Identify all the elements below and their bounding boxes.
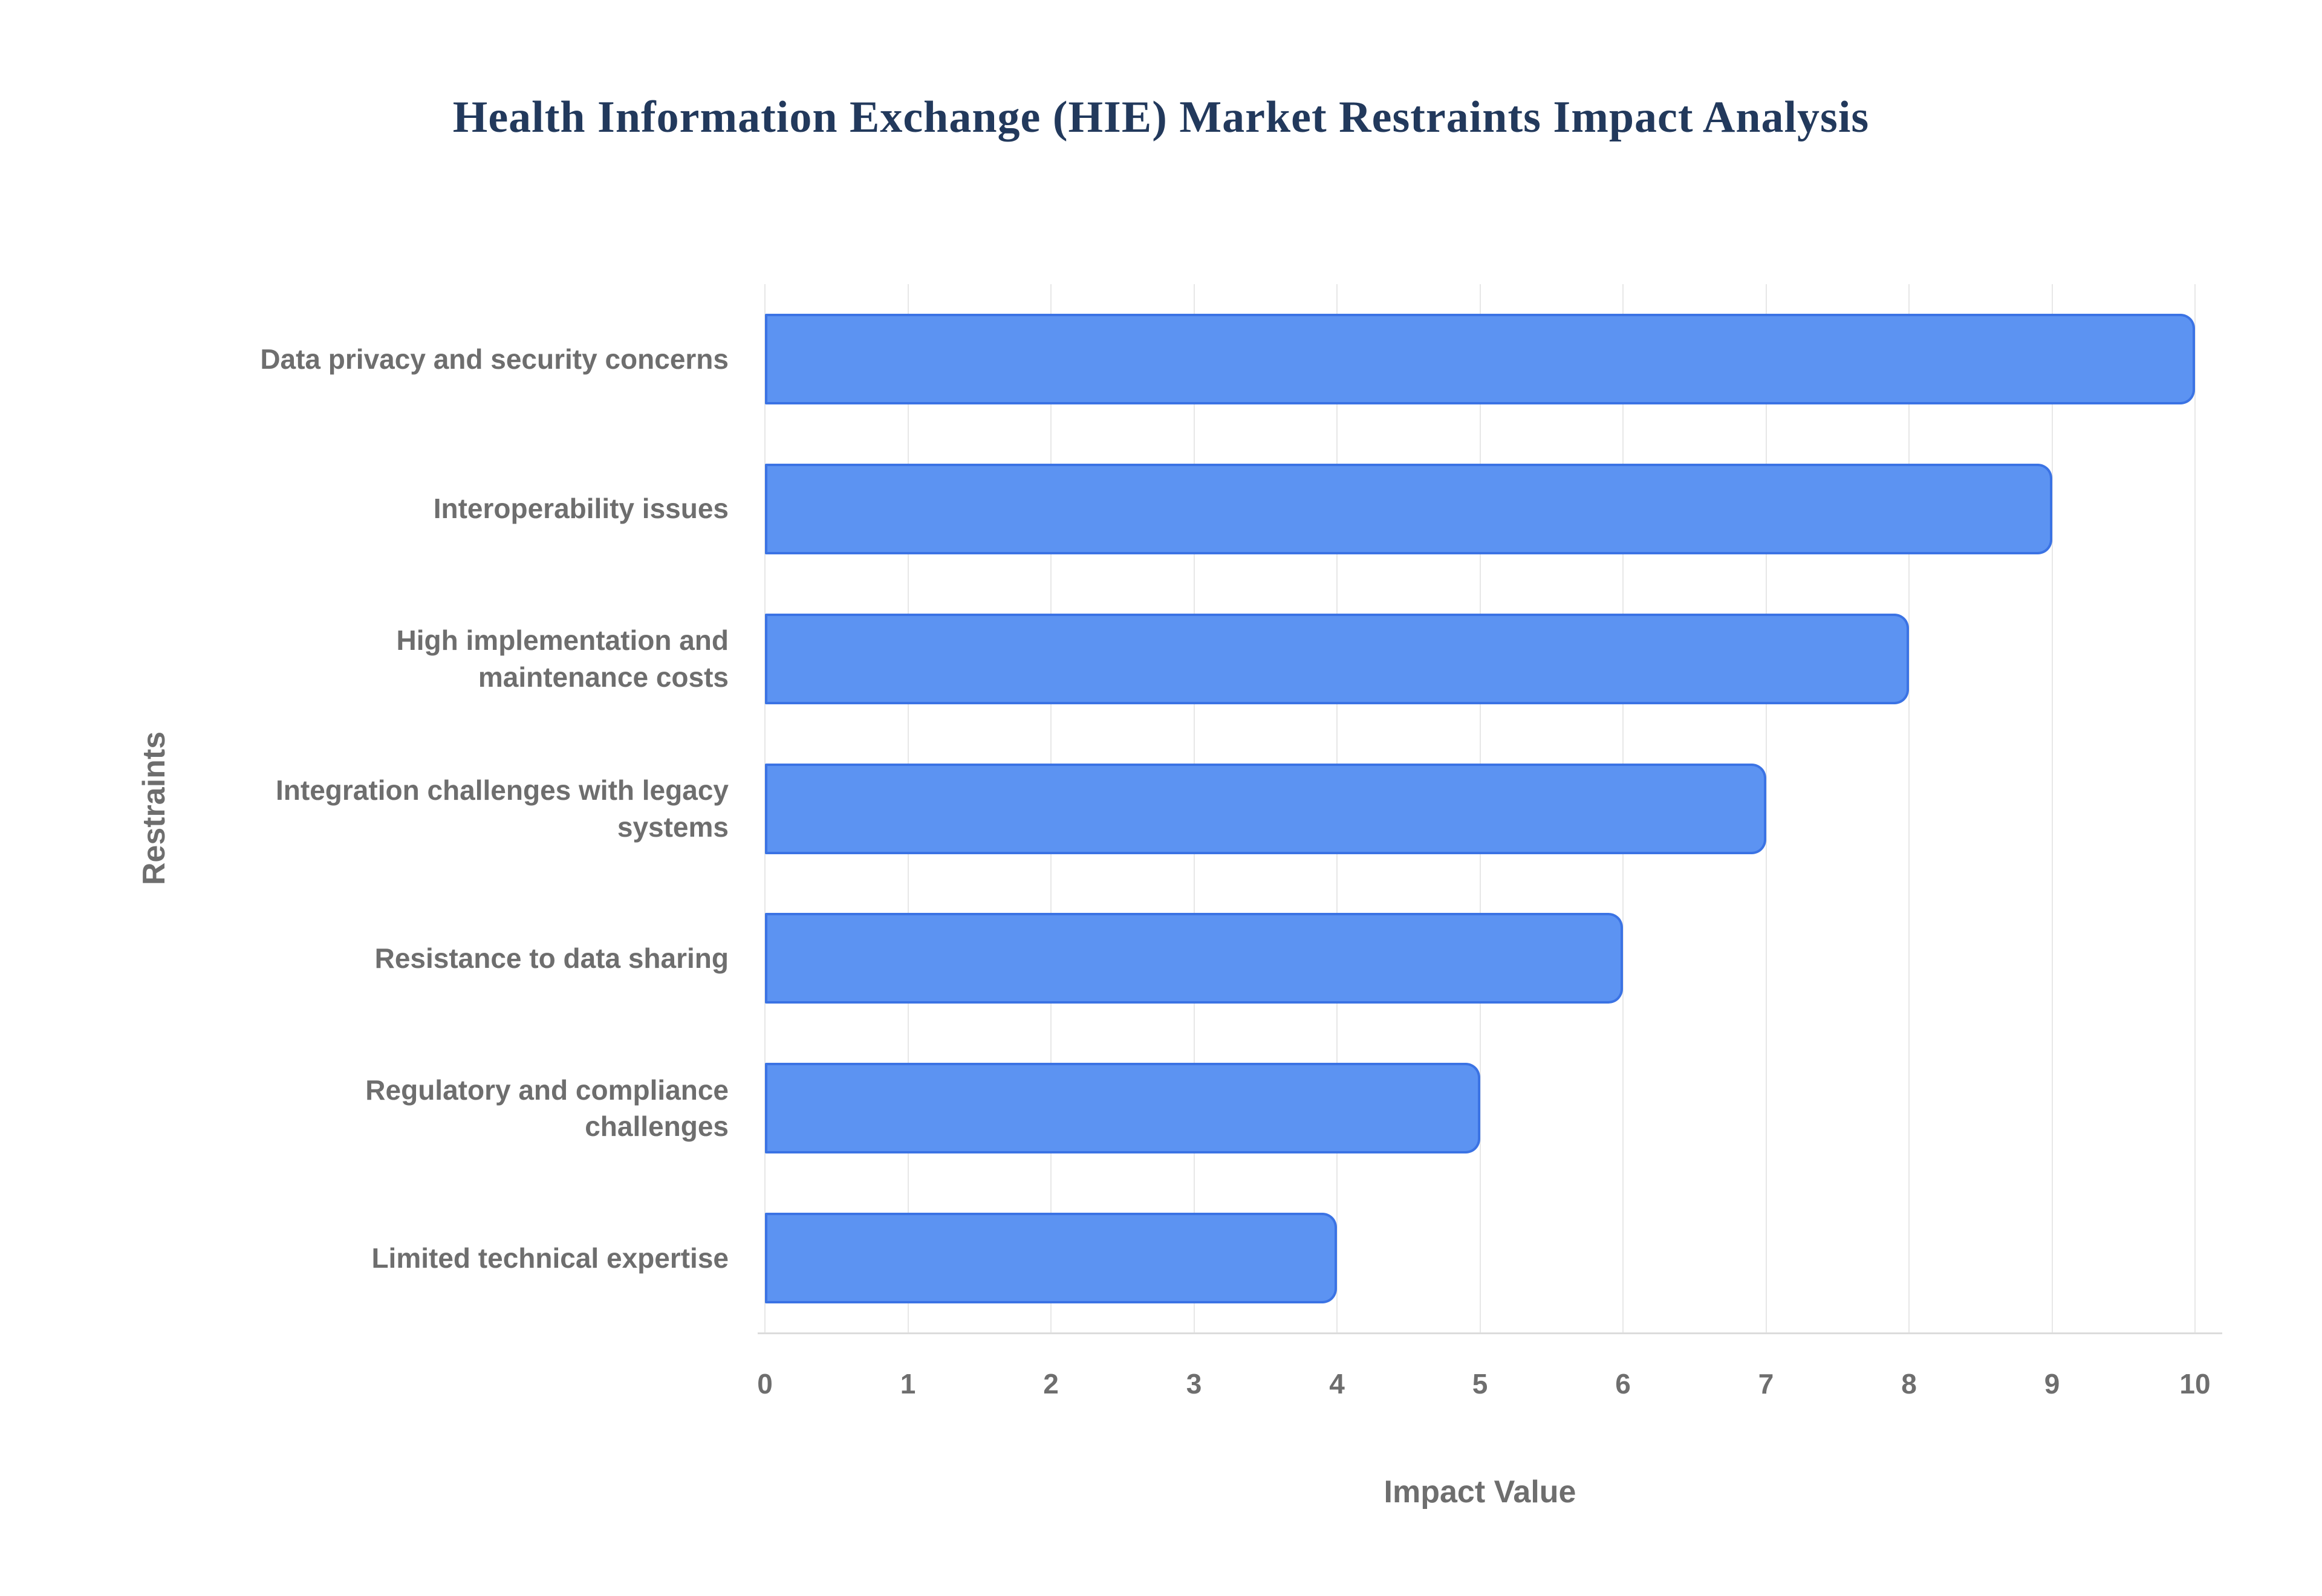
bar-row: [765, 1183, 2195, 1333]
bars-container: [765, 284, 2195, 1333]
x-tick-label: 3: [1186, 1368, 1202, 1400]
bar-row: [765, 284, 2195, 434]
bar-row: [765, 584, 2195, 734]
bar-row: [765, 1033, 2195, 1183]
x-tick-label: 10: [2179, 1368, 2211, 1400]
x-tick-label: 4: [1329, 1368, 1345, 1400]
x-tick-label: 0: [757, 1368, 773, 1400]
category-label: Limited technical expertise: [371, 1242, 729, 1274]
chart-title: Health Information Exchange (HIE) Market…: [452, 92, 1870, 142]
bar-limited-technical-expertise[interactable]: [765, 1213, 1337, 1304]
plot-area: [758, 284, 2222, 1334]
bar-row: [765, 883, 2195, 1033]
gridline: [2051, 284, 2053, 1333]
gridline: [1765, 284, 1767, 1333]
x-axis-line: [758, 1332, 2222, 1334]
bar-interoperability-issues[interactable]: [765, 463, 2052, 554]
category-label: Resistance to data sharing: [374, 942, 729, 974]
bar-resistance-to-data-sharing[interactable]: [765, 913, 1623, 1004]
category-label: Regulatory and compliance challenges: [365, 1074, 729, 1143]
x-tick-label: 5: [1472, 1368, 1488, 1400]
category-label: High implementation and maintenance cost…: [396, 624, 729, 693]
x-tick-label: 6: [1615, 1368, 1631, 1400]
x-tick-label: 7: [1758, 1368, 1774, 1400]
category-label: Integration challenges with legacy syste…: [276, 774, 729, 843]
y-axis-title: Restraints: [137, 731, 172, 886]
bar-high-implementation-and-maintenance-costs[interactable]: [765, 613, 1909, 704]
bar-row: [765, 434, 2195, 584]
bar-row: [765, 734, 2195, 884]
category-label: Data privacy and security concerns: [260, 343, 729, 375]
y-axis-category-labels: Data privacy and security concerns Intero…: [233, 284, 729, 1333]
bar-integration-challenges-with-legacy-systems[interactable]: [765, 763, 1766, 854]
x-tick-label: 1: [900, 1368, 916, 1400]
x-axis-tick-labels: 0 1 2 3 4 5 6 7 8 9 10: [757, 1367, 2210, 1410]
x-tick-label: 2: [1043, 1368, 1059, 1400]
category-label: Interoperability issues: [433, 493, 729, 525]
x-tick-label: 8: [1901, 1368, 1917, 1400]
x-axis-title: Impact Value: [1384, 1474, 1576, 1510]
bar-regulatory-and-compliance-challenges[interactable]: [765, 1063, 1480, 1154]
gridline: [1908, 284, 1910, 1333]
x-tick-label: 9: [2044, 1368, 2060, 1400]
gridline: [2194, 284, 2196, 1333]
bar-data-privacy-and-security-concerns[interactable]: [765, 313, 2195, 404]
